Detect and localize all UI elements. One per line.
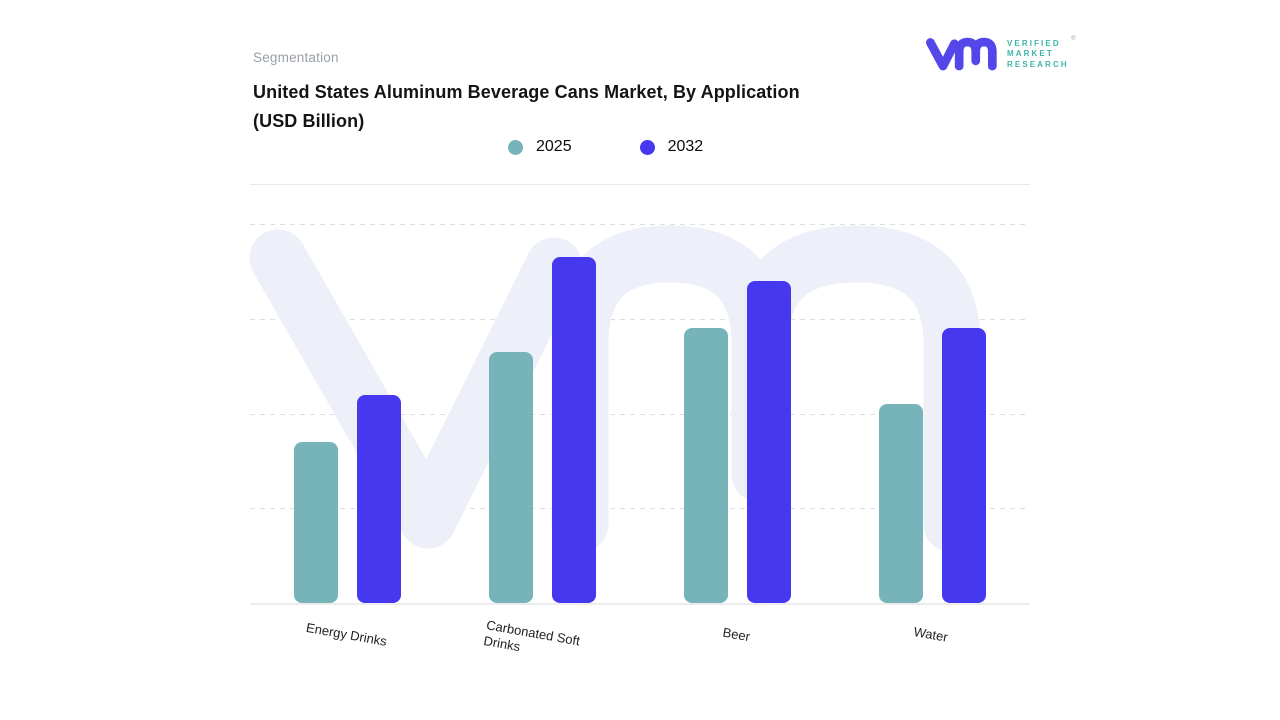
chart-legend: 2025 2032 <box>508 138 703 156</box>
header-divider <box>250 184 1030 185</box>
bar-2025-beer <box>684 328 728 603</box>
legend-dot-2025 <box>508 139 523 155</box>
bar-2032-water <box>942 328 986 603</box>
bar-2032-carbonated-soft-drinks <box>552 257 596 603</box>
x-label-slot-energy-drinks: Energy Drinks <box>250 620 445 659</box>
chart-title: United States Aluminum Beverage Cans Mar… <box>253 78 933 136</box>
bar-group-beer <box>640 224 835 603</box>
x-axis-label-carbonated-soft-drinks: Carbonated Soft Drinks <box>481 617 581 655</box>
bar-group-energy-drinks <box>250 224 445 603</box>
bar-2025-energy-drinks <box>294 441 338 603</box>
x-label-slot-water: Water <box>835 624 1030 659</box>
plot-area <box>249 224 1030 605</box>
legend-item-2025: 2025 <box>508 138 572 156</box>
x-label-slot-carbonated-soft-drinks: Carbonated Soft Drinks <box>445 617 640 659</box>
bar-2032-energy-drinks <box>357 394 401 603</box>
x-axis-labels: Energy Drinks Carbonated Soft Drinks Beer W… <box>250 617 1030 659</box>
legend-label-2025: 2025 <box>536 138 572 155</box>
brand-logo: VERIFIED MARKET RESEARCH ® <box>926 36 1076 71</box>
gridline-4 <box>250 224 1030 225</box>
chart-title-line2: (USD Billion) <box>253 111 365 131</box>
x-axis-line <box>250 603 1030 605</box>
brand-word-research: RESEARCH <box>1007 59 1069 69</box>
legend-item-2032: 2032 <box>639 138 704 156</box>
bar-2032-beer <box>747 280 791 603</box>
bar-groups <box>250 224 1030 603</box>
vmr-monogram-icon <box>926 37 997 71</box>
brand-word-market: MARKET <box>1007 49 1054 59</box>
x-axis-label-beer: Beer <box>721 624 752 645</box>
registered-trademark-symbol: ® <box>1071 35 1076 42</box>
brand-wordmark: VERIFIED MARKET RESEARCH ® <box>1007 36 1076 71</box>
x-axis-label-energy-drinks: Energy Drinks <box>304 619 388 649</box>
eyebrow-segmentation: Segmentation <box>253 50 339 65</box>
chart-title-line1: United States Aluminum Beverage Cans Mar… <box>253 82 800 102</box>
brand-word-verified: VERIFIED <box>1007 38 1061 48</box>
bar-2025-carbonated-soft-drinks <box>489 351 533 603</box>
bar-2025-water <box>879 404 923 603</box>
legend-label-2032: 2032 <box>667 138 704 155</box>
x-axis-label-water: Water <box>913 624 950 645</box>
x-label-slot-beer: Beer <box>640 624 835 659</box>
legend-dot-2032 <box>639 139 655 155</box>
bar-group-water <box>835 224 1030 603</box>
bar-group-carbonated-soft-drinks <box>445 224 640 603</box>
